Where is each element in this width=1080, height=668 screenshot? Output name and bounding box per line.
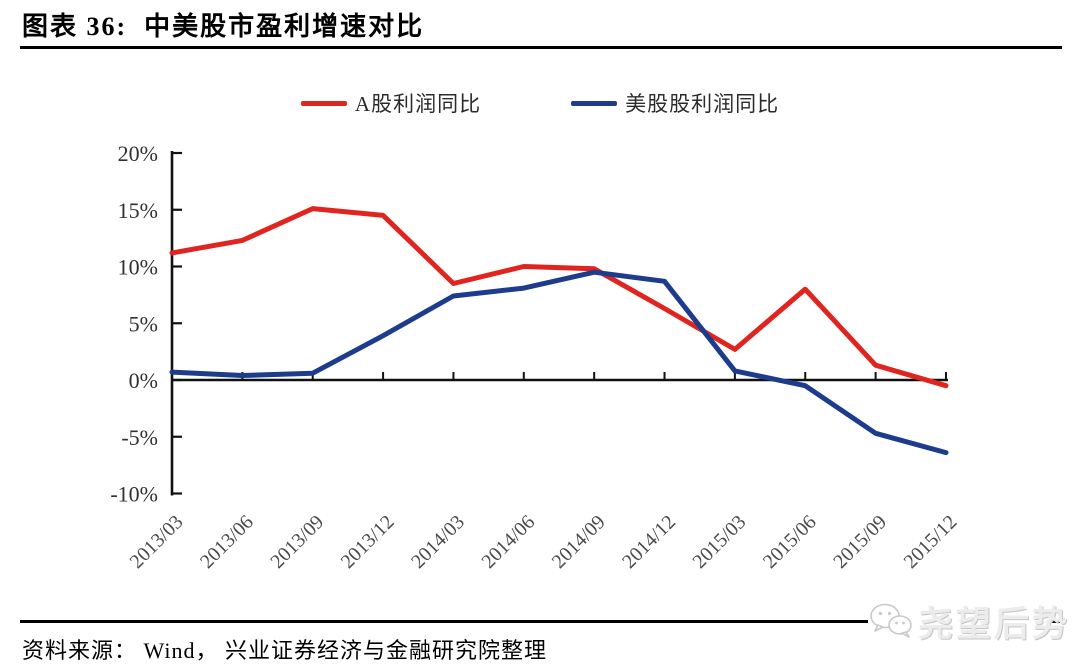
x-tick-label: 2014/06: [477, 511, 539, 573]
page-title: 图表 36: 中美股市盈利增速对比: [22, 12, 425, 41]
x-tick-label: 2013/06: [196, 511, 258, 573]
y-tick-label: 5%: [129, 311, 158, 336]
y-tick-label: -5%: [121, 425, 158, 450]
y-tick-label: 10%: [118, 255, 158, 280]
x-tick-label: 2014/03: [407, 511, 469, 573]
y-tick-label: 0%: [129, 368, 158, 393]
a-share-profit-yoy-line: [169, 206, 949, 389]
x-tick-label: 2015/12: [900, 511, 962, 573]
x-tick-label: 2013/09: [266, 511, 328, 573]
wechat-icon: [870, 603, 912, 638]
legend-item-a-share: A股利润同比: [300, 88, 482, 118]
us-stock-line-swatch: [571, 100, 618, 106]
plot-area: 20% 15% 10% 5% 0% -5% -10% 2013/03 2013/06 2013/0…: [110, 141, 961, 573]
x-tick-label: 2015/03: [688, 511, 750, 573]
watermark-text: 尧望后势: [918, 604, 1071, 644]
title-divider-rule: [20, 46, 1062, 49]
footer-divider-rule: [20, 620, 1062, 623]
y-tick-label: -10%: [110, 482, 158, 507]
us-stock-profit-yoy-line: [169, 269, 949, 456]
y-tick-label: 20%: [118, 141, 158, 166]
x-tick-label: 2014/12: [618, 511, 680, 573]
legend-item-us-stock: 美股股利润同比: [571, 88, 779, 118]
a-share-line-swatch: [300, 100, 347, 106]
x-tick-label: 2014/09: [548, 511, 610, 573]
watermark: 尧望后势: [868, 597, 1067, 645]
source-note: 资料来源： Wind， 兴业证券经济与金融研究院整理: [22, 638, 547, 663]
chart-legend: A股利润同比 美股股利润同比: [0, 88, 1080, 118]
x-tick-label: 2015/09: [829, 511, 891, 573]
legend-label-us-stock: 美股股利润同比: [625, 92, 780, 116]
x-tick-label: 2013/03: [126, 511, 188, 573]
x-tick-label: 2013/12: [337, 511, 399, 573]
y-tick-label: 15%: [118, 198, 158, 223]
x-tick-label: 2015/06: [759, 511, 821, 573]
legend-label-a-share: A股利润同比: [354, 92, 482, 116]
